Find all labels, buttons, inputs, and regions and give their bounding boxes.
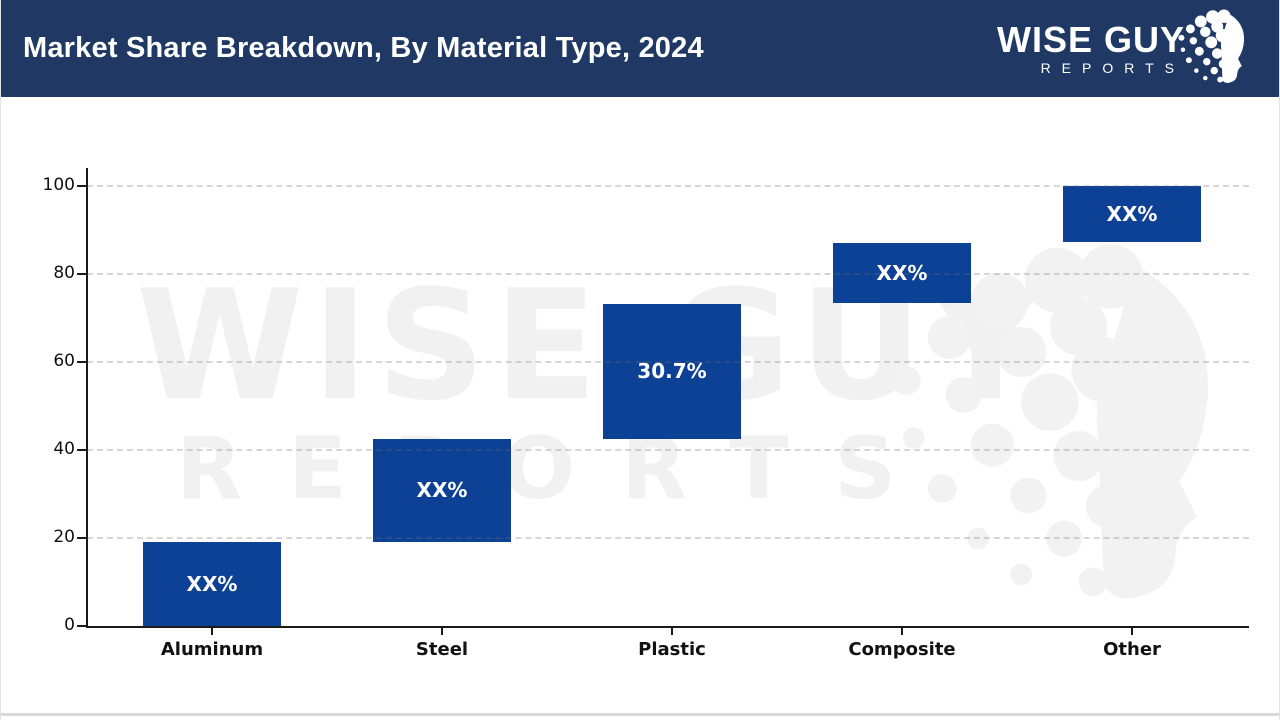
gridline bbox=[87, 273, 1249, 275]
x-tick bbox=[671, 628, 673, 635]
y-tick-label: 40 bbox=[53, 439, 75, 459]
wiseguy-logo-text: WISE GUY REPORTS bbox=[996, 18, 1185, 76]
x-tick bbox=[441, 628, 443, 635]
y-tick bbox=[77, 625, 86, 627]
bar-label: XX% bbox=[876, 260, 928, 285]
y-tick bbox=[77, 273, 86, 275]
gridline bbox=[87, 361, 1249, 363]
watermark-head-icon bbox=[891, 244, 1209, 599]
wiseguy-head-icon bbox=[1178, 8, 1245, 83]
y-tick-label: 100 bbox=[42, 175, 75, 195]
y-tick-label: 20 bbox=[53, 527, 75, 547]
bar-label: XX% bbox=[186, 572, 238, 597]
bar bbox=[603, 303, 741, 439]
bar-label: 30.7% bbox=[637, 359, 707, 384]
bar bbox=[373, 438, 511, 543]
header-bar: Market Share Breakdown, By Material Type… bbox=[1, 0, 1279, 97]
chart-title: Market Share Breakdown, By Material Type… bbox=[23, 32, 704, 64]
x-category-label: Steel bbox=[415, 639, 469, 660]
watermark-line2: REPORTS bbox=[176, 419, 943, 519]
gridline bbox=[87, 449, 1249, 451]
wiseguy-logo-line2: REPORTS bbox=[1040, 59, 1185, 76]
gridline bbox=[87, 537, 1249, 539]
x-category-label: Plastic bbox=[638, 639, 706, 660]
bar bbox=[1063, 186, 1201, 243]
y-tick-label: 80 bbox=[53, 263, 75, 283]
y-tick bbox=[77, 537, 86, 539]
wiseguy-logo-line1: WISE GUY bbox=[996, 18, 1185, 60]
x-category-label: Composite bbox=[848, 639, 956, 660]
y-tick-label: 60 bbox=[53, 351, 75, 371]
x-category-label: Aluminum bbox=[160, 639, 264, 660]
y-axis-line bbox=[86, 168, 88, 628]
bar-label: XX% bbox=[416, 478, 468, 503]
bar bbox=[143, 542, 281, 626]
x-axis-line bbox=[86, 626, 1249, 628]
footer-line bbox=[1, 713, 1279, 716]
x-category-label: Other bbox=[1103, 639, 1161, 660]
wiseguy-logo: WISE GUY REPORTS bbox=[997, 5, 1253, 93]
bar-label: XX% bbox=[1106, 202, 1158, 227]
bar bbox=[833, 243, 971, 303]
gridline bbox=[87, 185, 1249, 187]
y-tick bbox=[77, 185, 86, 187]
x-tick bbox=[1131, 628, 1133, 635]
y-tick-label: 0 bbox=[64, 615, 75, 635]
y-tick bbox=[77, 449, 86, 451]
x-tick bbox=[901, 628, 903, 635]
x-tick bbox=[211, 628, 213, 635]
y-tick bbox=[77, 361, 86, 363]
